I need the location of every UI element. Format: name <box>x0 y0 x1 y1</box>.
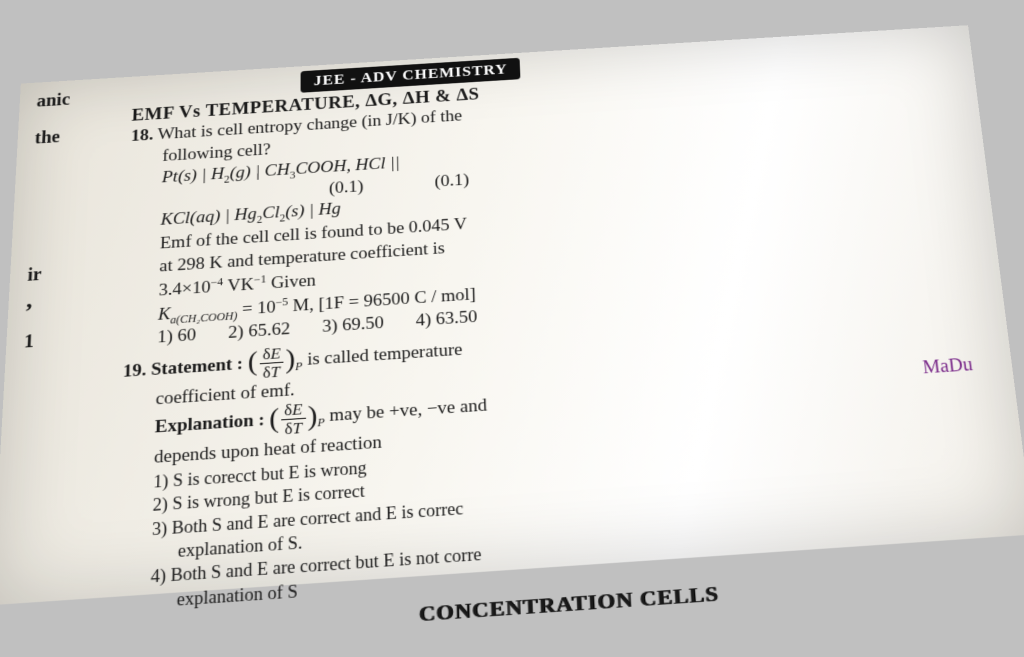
conc-value: (0.1) <box>329 178 364 199</box>
option: 4) 63.50 <box>416 307 478 331</box>
handwritten-annotation: MaDu <box>922 355 974 379</box>
cell-part: KCl(aq) | Hg <box>160 205 256 229</box>
conc-value: (0.1) <box>434 171 469 192</box>
margin-word: anic <box>36 90 70 111</box>
margin-word: the <box>34 128 60 149</box>
left-margin-fragments: anic the ir , 1 <box>10 79 103 604</box>
question-number: 18. <box>131 126 154 145</box>
main-content: JEE - ADV CHEMISTRY EMF Vs TEMPERATURE, … <box>114 31 1020 648</box>
scanned-page: anic the ir , 1 JEE - ADV CHEMISTRY EMF … <box>0 25 1024 605</box>
option: 3) 69.50 <box>322 313 384 337</box>
margin-word: 1 <box>24 331 35 353</box>
margin-word: , <box>26 287 34 314</box>
explanation-label: Explanation : <box>155 410 265 437</box>
option: 2) 65.62 <box>228 319 290 343</box>
question-number: 19. <box>123 360 147 381</box>
given-label: Given <box>271 271 316 293</box>
margin-word: ir <box>27 265 42 286</box>
explanation-tail: may be +ve, −ve and <box>329 396 487 426</box>
cell-part: Cl <box>262 204 279 223</box>
ka-sym: K <box>158 304 171 324</box>
statement-label: Statement : <box>151 354 243 379</box>
cell-part: (g) | CH <box>230 161 290 183</box>
statement-tail: is called temperature <box>307 340 462 369</box>
ka-eq: = 10 <box>237 298 275 319</box>
cell-part: (s) | Hg <box>285 200 340 222</box>
cell-part: COOH, HCl || <box>295 154 400 178</box>
given-unit: VK <box>223 275 254 296</box>
cell-part: Pt(s) | H <box>162 165 225 187</box>
option: 1) 60 <box>157 325 196 348</box>
given-val: 3.4×10 <box>158 278 210 300</box>
